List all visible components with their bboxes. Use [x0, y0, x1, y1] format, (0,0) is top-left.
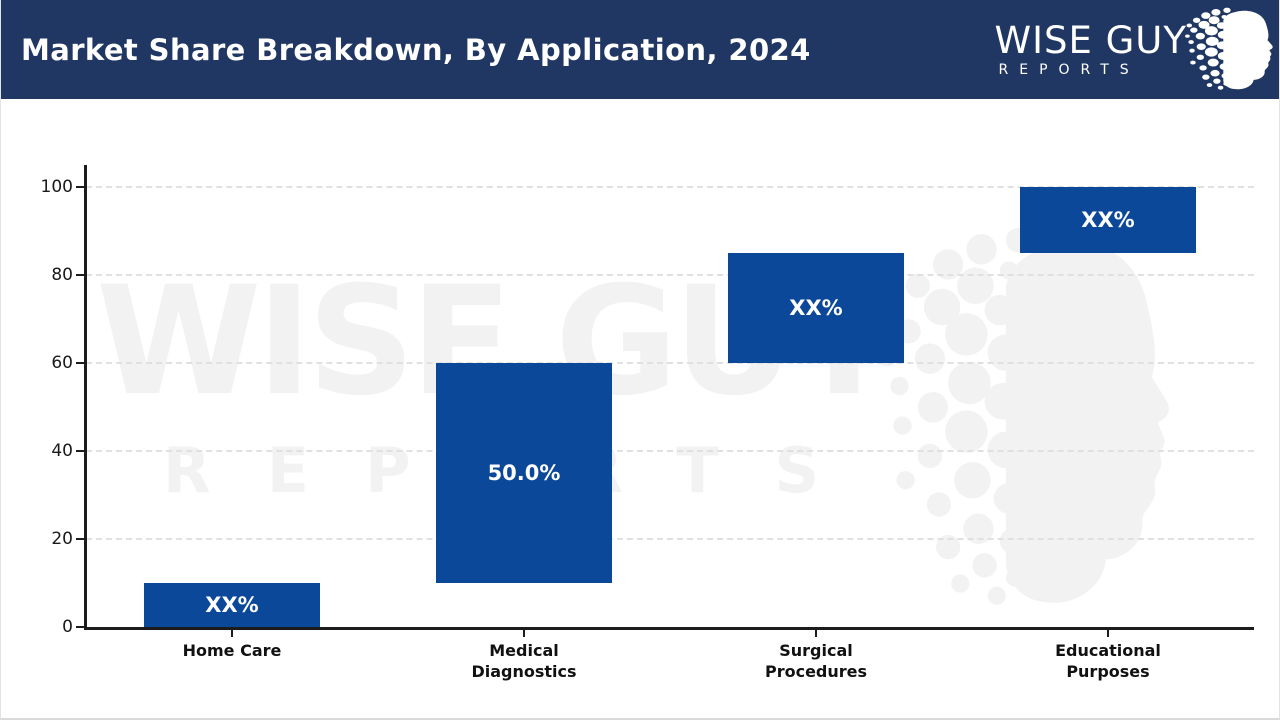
- y-axis-tick-label: 80: [51, 265, 73, 285]
- bar-surgical-procedures: XX%: [728, 253, 904, 363]
- bar-medical-diagnostics: 50.0%: [436, 363, 612, 583]
- y-axis-tick-label: 60: [51, 353, 73, 373]
- logo-text: WISE GUY REPORTS: [995, 22, 1187, 78]
- y-axis-tick-mark: [76, 274, 84, 276]
- y-axis-tick-label: 40: [51, 441, 73, 461]
- y-axis-tick-mark: [76, 538, 84, 540]
- chart-title: Market Share Breakdown, By Application, …: [21, 32, 811, 67]
- y-axis-tick-label: 20: [51, 529, 73, 549]
- gridline-60: [86, 362, 1254, 364]
- watermark-face-icon: [866, 225, 1170, 620]
- gridline-40: [86, 450, 1254, 452]
- category-label-educational-purposes: Educational Purposes: [1055, 641, 1161, 681]
- header-bar: Market Share Breakdown, By Application, …: [1, 0, 1279, 99]
- y-axis-tick-label: 0: [62, 617, 73, 637]
- bar-home-care: XX%: [144, 583, 320, 627]
- logo-subtext: REPORTS: [998, 61, 1140, 78]
- category-label-home-care: Home Care: [182, 641, 282, 660]
- y-axis-line: [84, 165, 87, 630]
- gridline-100: [86, 186, 1254, 188]
- gridline-80: [86, 274, 1254, 276]
- bar-value-label: 50.0%: [487, 461, 561, 485]
- y-axis-tick-mark: [76, 450, 84, 452]
- bar-value-label: XX%: [789, 296, 843, 320]
- wiseguy-logo: WISE GUY REPORTS: [995, 7, 1273, 93]
- bar-value-label: XX%: [1081, 208, 1135, 232]
- bar-value-label: XX%: [205, 593, 259, 617]
- y-axis-tick-mark: [76, 626, 84, 628]
- x-axis-tick-mark: [523, 630, 525, 637]
- logo-wordmark: WISE GUY: [994, 18, 1187, 62]
- y-axis-tick-label: 100: [40, 177, 73, 197]
- category-label-surgical-procedures: Surgical Procedures: [764, 641, 868, 681]
- bar-educational-purposes: XX%: [1020, 187, 1196, 253]
- y-axis-tick-mark: [76, 186, 84, 188]
- x-axis-line: [85, 627, 1254, 630]
- x-axis-tick-mark: [231, 630, 233, 637]
- x-axis-tick-mark: [815, 630, 817, 637]
- x-axis-tick-mark: [1107, 630, 1109, 637]
- y-axis-tick-mark: [76, 362, 84, 364]
- gridline-20: [86, 538, 1254, 540]
- logo-face-icon: [1181, 7, 1273, 93]
- category-label-medical-diagnostics: Medical Diagnostics: [471, 641, 577, 681]
